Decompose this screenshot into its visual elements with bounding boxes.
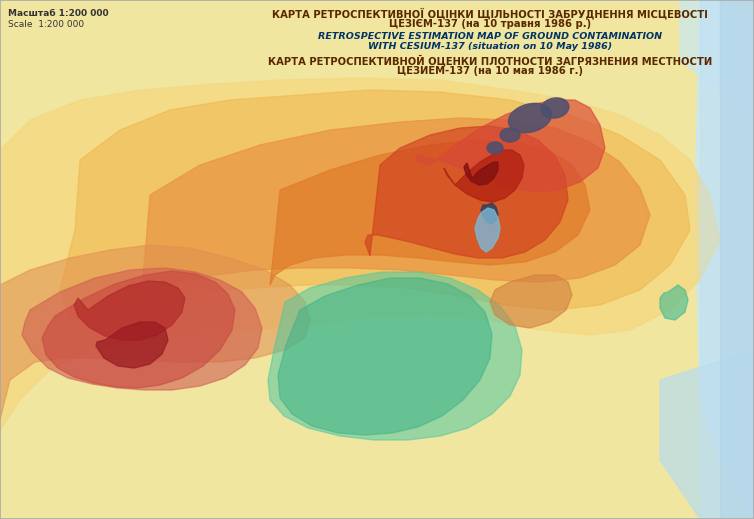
Text: ЦЕЗІЄМ-137 (на 10 травня 1986 р.): ЦЕЗІЄМ-137 (на 10 травня 1986 р.) bbox=[389, 19, 591, 29]
Polygon shape bbox=[444, 150, 524, 202]
Polygon shape bbox=[365, 126, 568, 258]
Ellipse shape bbox=[487, 142, 503, 154]
Polygon shape bbox=[96, 322, 168, 368]
Ellipse shape bbox=[541, 98, 569, 118]
Polygon shape bbox=[60, 90, 690, 320]
Polygon shape bbox=[481, 203, 498, 224]
Ellipse shape bbox=[508, 103, 552, 133]
Polygon shape bbox=[475, 208, 500, 252]
Text: RETROSPECTIVE ESTIMATION MAP OF GROUND CONTAMINATION: RETROSPECTIVE ESTIMATION MAP OF GROUND C… bbox=[318, 32, 662, 41]
Polygon shape bbox=[660, 285, 688, 320]
Polygon shape bbox=[0, 245, 310, 420]
Polygon shape bbox=[278, 278, 492, 435]
Polygon shape bbox=[720, 0, 754, 519]
Polygon shape bbox=[695, 0, 754, 519]
Polygon shape bbox=[268, 272, 522, 440]
Polygon shape bbox=[464, 162, 498, 185]
Text: WITH CESIUM-137 (situation on 10 May 1986): WITH CESIUM-137 (situation on 10 May 198… bbox=[368, 42, 612, 51]
Polygon shape bbox=[0, 78, 720, 430]
Polygon shape bbox=[270, 140, 590, 285]
Polygon shape bbox=[660, 350, 754, 519]
Polygon shape bbox=[680, 0, 754, 120]
Text: Масштаб 1:200 000: Масштаб 1:200 000 bbox=[8, 9, 109, 18]
Polygon shape bbox=[42, 271, 235, 388]
Ellipse shape bbox=[500, 128, 520, 142]
Polygon shape bbox=[415, 100, 605, 192]
Polygon shape bbox=[74, 281, 185, 340]
Text: КАРТА РЕТРОСПЕКТИВНОЇ ОЦІНКИ ЩІЛЬНОСТІ ЗАБРУДНЕННЯ МІСЦЕВОСТІ: КАРТА РЕТРОСПЕКТИВНОЇ ОЦІНКИ ЩІЛЬНОСТІ З… bbox=[272, 8, 708, 20]
Text: Scale  1:200 000: Scale 1:200 000 bbox=[8, 20, 84, 29]
Text: ЦЕЗИЕМ-137 (на 10 мая 1986 г.): ЦЕЗИЕМ-137 (на 10 мая 1986 г.) bbox=[397, 66, 583, 76]
Polygon shape bbox=[22, 268, 262, 390]
Polygon shape bbox=[490, 275, 572, 328]
Polygon shape bbox=[700, 0, 754, 519]
Text: КАРТА РЕТРОСПЕКТИВНОЙ ОЦЕНКИ ПЛОТНОСТИ ЗАГРЯЗНЕНИЯ МЕСТНОСТИ: КАРТА РЕТРОСПЕКТИВНОЙ ОЦЕНКИ ПЛОТНОСТИ З… bbox=[268, 55, 712, 66]
Polygon shape bbox=[140, 118, 650, 305]
